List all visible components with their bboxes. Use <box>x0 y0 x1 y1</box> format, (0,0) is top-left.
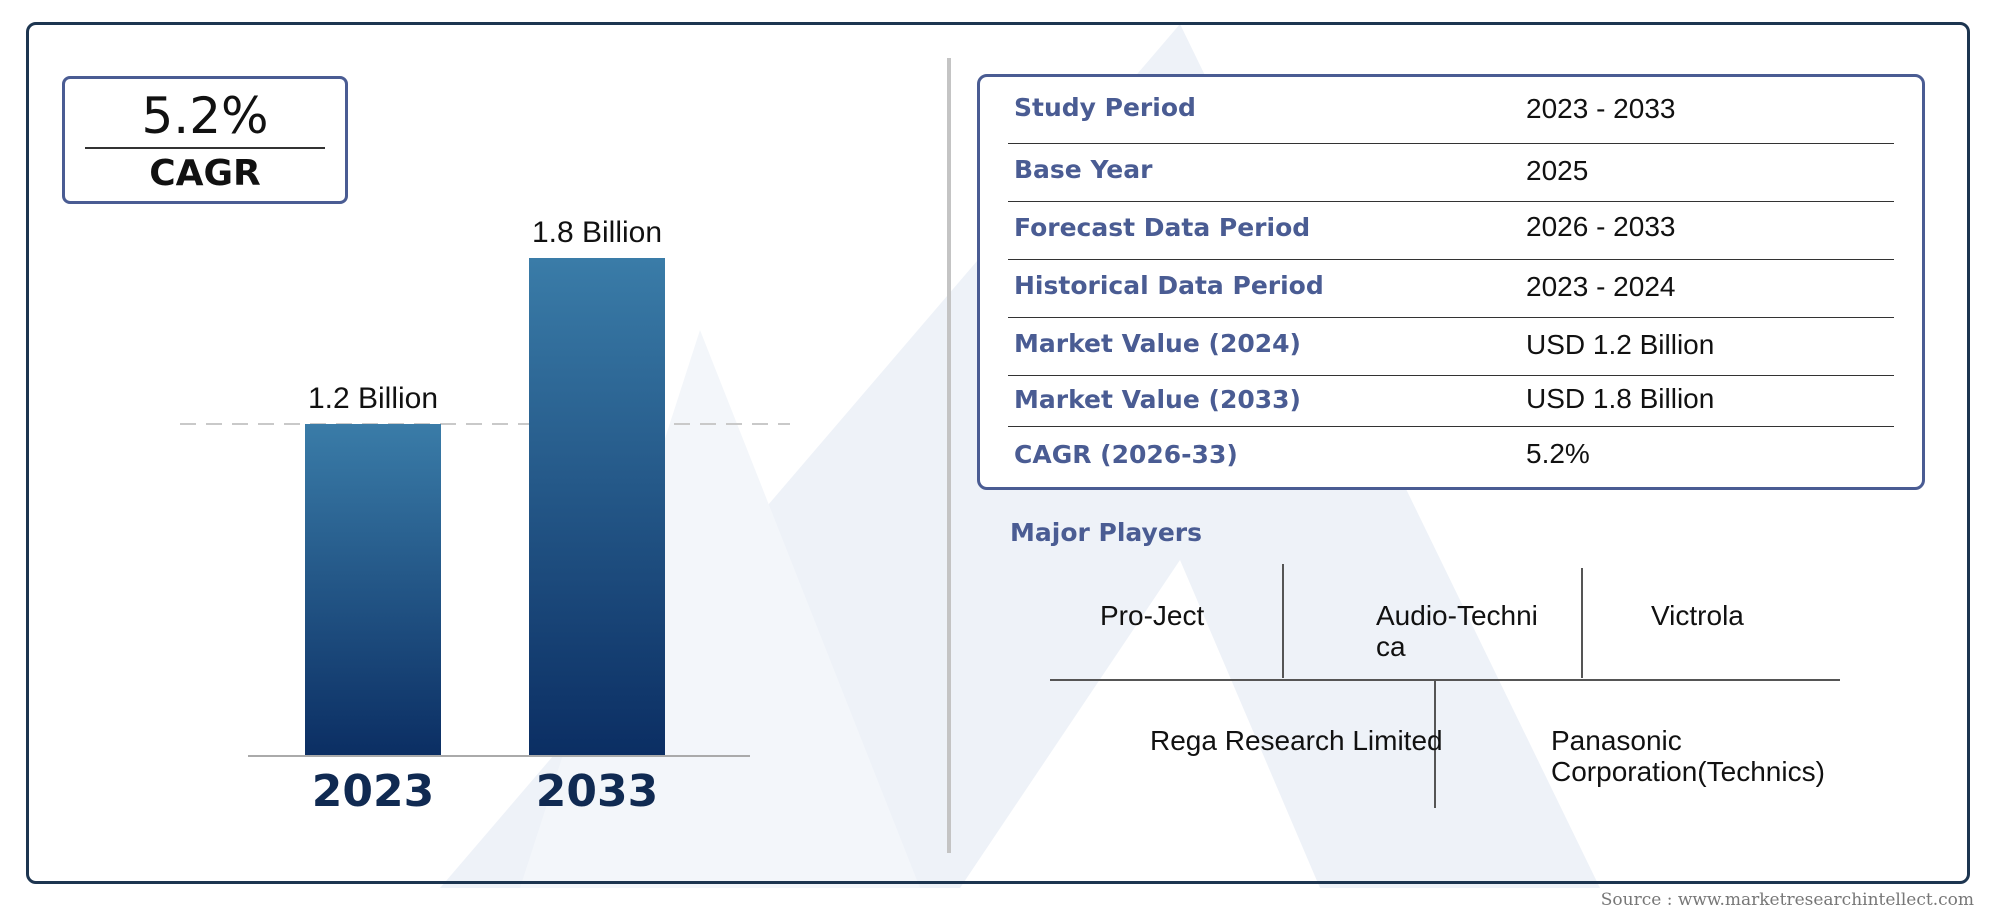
category-label: 2023 <box>312 766 434 817</box>
major-players-title: Major Players <box>1010 518 1202 547</box>
source-note: Source : www.marketresearchintellect.com <box>1600 890 1974 910</box>
summary-row-historical-period: Historical Data Period 2023 - 2024 <box>1008 259 1894 318</box>
summary-row-market-value-2033: Market Value (2033) USD 1.8 Billion <box>1008 375 1894 427</box>
cagr-divider <box>85 147 325 149</box>
player-name: Panasonic Corporation(Technics) <box>1551 725 1825 787</box>
summary-row-cagr: CAGR (2026-33) 5.2% <box>1008 426 1894 486</box>
summary-value: USD 1.2 Billion <box>1526 329 1715 360</box>
summary-row-base-year: Base Year 2025 <box>1008 143 1894 202</box>
bar-2023 <box>305 424 441 756</box>
player-name: Victrola <box>1651 600 1744 631</box>
player-name: Pro-Ject <box>1100 600 1205 631</box>
summary-value: 2026 - 2033 <box>1526 211 1676 242</box>
bar-chart: 1.2 Billion 2023 1.8 Billion 2033 <box>180 216 790 817</box>
cagr-label: CAGR <box>149 153 261 194</box>
summary-label: Market Value (2024) <box>1014 329 1301 358</box>
summary-value: 2025 <box>1526 155 1589 186</box>
summary-row-forecast-period: Forecast Data Period 2026 - 2033 <box>1008 201 1894 260</box>
bar-2033 <box>529 258 665 756</box>
category-label: 2033 <box>536 766 658 817</box>
players-divider <box>1434 680 1436 808</box>
players-divider <box>1581 568 1583 678</box>
summary-row-market-value-2024: Market Value (2024) USD 1.2 Billion <box>1008 317 1894 376</box>
summary-label: Study Period <box>1014 93 1196 122</box>
summary-row-study-period: Study Period 2023 - 2033 <box>1008 77 1894 144</box>
summary-value: 5.2% <box>1526 438 1590 469</box>
summary-label: Forecast Data Period <box>1014 213 1311 242</box>
summary-label: CAGR (2026-33) <box>1014 440 1238 469</box>
summary-value: USD 1.8 Billion <box>1526 383 1715 414</box>
bar-value-label: 1.8 Billion <box>532 216 662 249</box>
bar-value-label: 1.2 Billion <box>308 382 438 415</box>
summary-value: 2023 - 2033 <box>1526 93 1676 124</box>
panel-divider <box>947 58 951 853</box>
summary-label: Historical Data Period <box>1014 271 1324 300</box>
cagr-box: 5.2% CAGR <box>62 76 348 204</box>
summary-label: Base Year <box>1014 155 1153 184</box>
players-divider <box>1050 679 1840 681</box>
summary-table: Study Period 2023 - 2033 Base Year 2025 … <box>977 74 1925 490</box>
players-divider <box>1282 564 1284 678</box>
player-name: Rega Research Limited <box>1150 725 1443 756</box>
outer-frame <box>26 22 1970 884</box>
cagr-value: 5.2% <box>141 87 269 145</box>
summary-label: Market Value (2033) <box>1014 385 1301 414</box>
summary-value: 2023 - 2024 <box>1526 271 1676 302</box>
player-name: Audio-Techni ca <box>1376 600 1538 662</box>
